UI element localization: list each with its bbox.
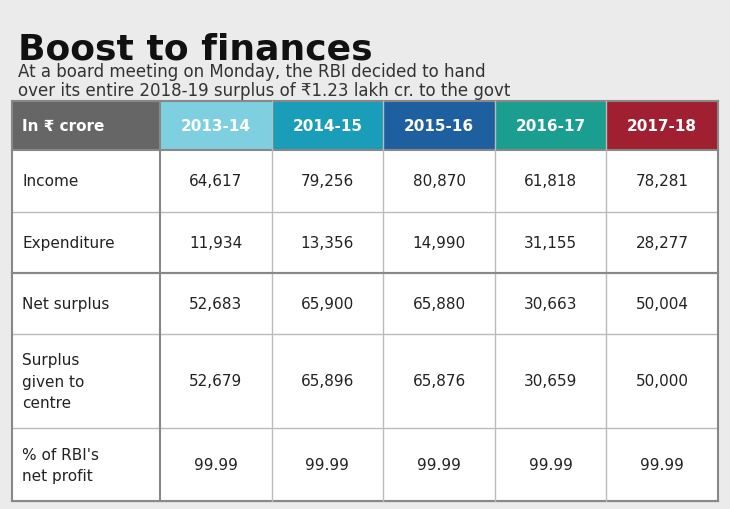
Text: Expenditure: Expenditure	[22, 235, 115, 250]
Text: Income: Income	[22, 174, 78, 189]
Text: 2014-15: 2014-15	[293, 119, 362, 134]
Text: 2016-17: 2016-17	[515, 119, 585, 134]
Text: 79,256: 79,256	[301, 174, 354, 189]
Bar	[12, 273, 718, 334]
Text: 2013-14: 2013-14	[181, 119, 251, 134]
Text: 50,004: 50,004	[636, 296, 688, 311]
Text: 2015-16: 2015-16	[404, 119, 474, 134]
Text: 31,155: 31,155	[524, 235, 577, 250]
Bar	[607, 102, 718, 151]
Text: 65,896: 65,896	[301, 374, 354, 389]
Bar	[160, 102, 272, 151]
Text: 28,277: 28,277	[636, 235, 688, 250]
Text: Boost to finances: Boost to finances	[18, 32, 372, 66]
Text: Surplus
given to
centre: Surplus given to centre	[22, 353, 85, 410]
Text: 99.99: 99.99	[305, 457, 350, 472]
Text: 30,663: 30,663	[524, 296, 577, 311]
Text: 2017-18: 2017-18	[627, 119, 697, 134]
Text: 64,617: 64,617	[189, 174, 242, 189]
Text: 13,356: 13,356	[301, 235, 354, 250]
Text: 99.99: 99.99	[194, 457, 238, 472]
Bar	[12, 212, 718, 273]
Text: In ₹ crore: In ₹ crore	[22, 119, 104, 134]
Text: 80,870: 80,870	[412, 174, 466, 189]
Text: over its entire 2018-19 surplus of ₹1.23 lakh cr. to the govt: over its entire 2018-19 surplus of ₹1.23…	[18, 82, 510, 100]
Text: 14,990: 14,990	[412, 235, 466, 250]
Bar	[12, 102, 160, 151]
Bar	[272, 102, 383, 151]
Text: 99.99: 99.99	[640, 457, 684, 472]
Text: 11,934: 11,934	[189, 235, 242, 250]
Text: 50,000: 50,000	[636, 374, 688, 389]
Text: At a board meeting on Monday, the RBI decided to hand: At a board meeting on Monday, the RBI de…	[18, 63, 485, 81]
Text: Net surplus: Net surplus	[22, 296, 110, 311]
Text: 65,900: 65,900	[301, 296, 354, 311]
Text: 61,818: 61,818	[524, 174, 577, 189]
Text: 99.99: 99.99	[417, 457, 461, 472]
Bar	[12, 428, 718, 501]
Bar	[12, 151, 718, 212]
Bar	[12, 334, 718, 428]
Text: 65,880: 65,880	[412, 296, 466, 311]
Text: 78,281: 78,281	[636, 174, 688, 189]
Text: 99.99: 99.99	[529, 457, 572, 472]
Text: % of RBI's
net profit: % of RBI's net profit	[22, 447, 99, 483]
Text: 52,679: 52,679	[189, 374, 242, 389]
Bar	[495, 102, 607, 151]
Text: 65,876: 65,876	[412, 374, 466, 389]
Text: 52,683: 52,683	[189, 296, 242, 311]
Bar	[383, 102, 495, 151]
Text: 30,659: 30,659	[524, 374, 577, 389]
